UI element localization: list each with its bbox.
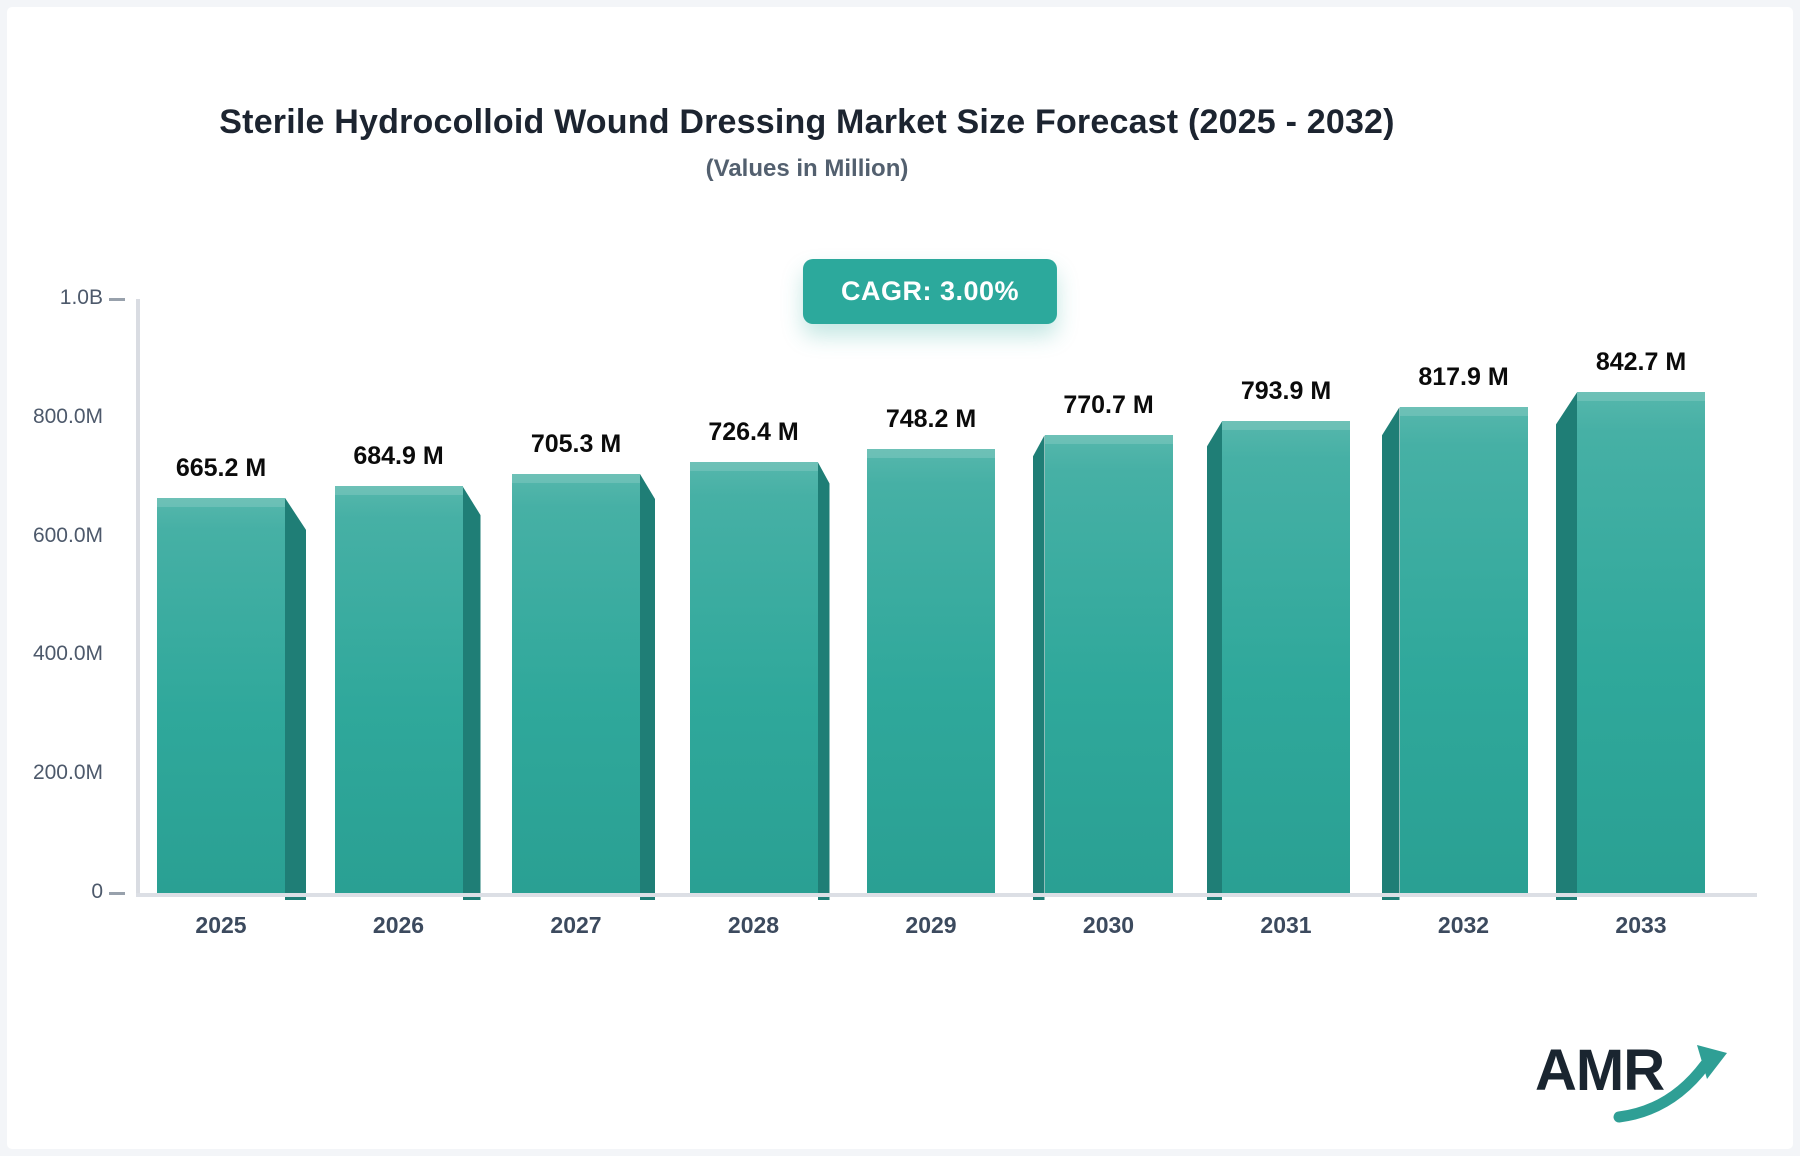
bar-2028[interactable] (689, 461, 818, 893)
x-tick-label-2033: 2033 (1615, 912, 1667, 938)
amr-logo-text: AMR (1535, 1038, 1665, 1103)
bar-side-2033 (1556, 392, 1577, 900)
x-tick-label-2027: 2027 (550, 912, 602, 938)
y-tick-label: 200.0M (32, 761, 103, 785)
y-tick-label: 0 (91, 880, 103, 903)
bar-side-2025 (285, 497, 306, 900)
bar-2030[interactable] (1044, 435, 1173, 893)
y-tick-label: 800.0M (32, 404, 103, 428)
bar-value-label: 842.7 M (1595, 348, 1687, 377)
x-tick-label-2030: 2030 (1082, 912, 1135, 938)
x-tick-label-2025: 2025 (195, 912, 247, 938)
bar-value-label: 665.2 M (175, 453, 267, 482)
bar-side-2032 (1381, 407, 1400, 900)
y-tick-dash (109, 298, 125, 301)
y-axis-line (136, 299, 140, 897)
chart-subtitle: (Values in Million) (705, 155, 909, 182)
bar-2032[interactable] (1399, 407, 1528, 893)
bar-side-2030 (1032, 435, 1045, 900)
x-tick-label-2026: 2026 (372, 912, 425, 938)
chart-title: Sterile Hydrocolloid Wound Dressing Mark… (219, 103, 1395, 141)
bar-side-2028 (817, 461, 830, 900)
bar-2027[interactable] (512, 474, 640, 893)
bar-2033[interactable] (1577, 392, 1705, 893)
bar-value-label: 705.3 M (530, 430, 622, 459)
bar-side-2026 (462, 486, 481, 900)
bar-2029[interactable] (867, 448, 995, 893)
bar-side-2027 (640, 474, 655, 900)
y-tick-label: 1.0B (59, 286, 103, 309)
x-tick-label-2029: 2029 (905, 912, 957, 938)
y-tick-dash (109, 892, 125, 895)
growth-arrow-icon (1613, 1045, 1727, 1123)
bar-value-label: 748.2 M (885, 404, 977, 433)
cagr-badge: CAGR: 3.00% (802, 259, 1058, 324)
bar-value-label: 817.9 M (1418, 363, 1509, 392)
x-axis-line (136, 893, 1757, 897)
bar-2026[interactable] (334, 486, 463, 893)
x-tick-label-2032: 2032 (1437, 912, 1490, 938)
bar-side-2031 (1207, 421, 1222, 900)
x-tick-label-2031: 2031 (1260, 912, 1312, 938)
y-tick-label: 600.0M (32, 523, 103, 547)
bar-2025[interactable] (157, 497, 285, 893)
bar-value-label: 684.9 M (353, 442, 444, 471)
bar-value-label: 793.9 M (1240, 377, 1332, 406)
amr-logo: AMR (1535, 1037, 1735, 1127)
chart-card: Sterile Hydrocolloid Wound Dressing Mark… (7, 7, 1793, 1149)
bar-2031[interactable] (1222, 421, 1350, 893)
x-tick-label-2028: 2028 (727, 912, 780, 938)
y-tick-label: 400.0M (32, 642, 103, 666)
bar-value-label: 770.7 M (1063, 391, 1154, 420)
bar-value-label: 726.4 M (708, 417, 799, 446)
